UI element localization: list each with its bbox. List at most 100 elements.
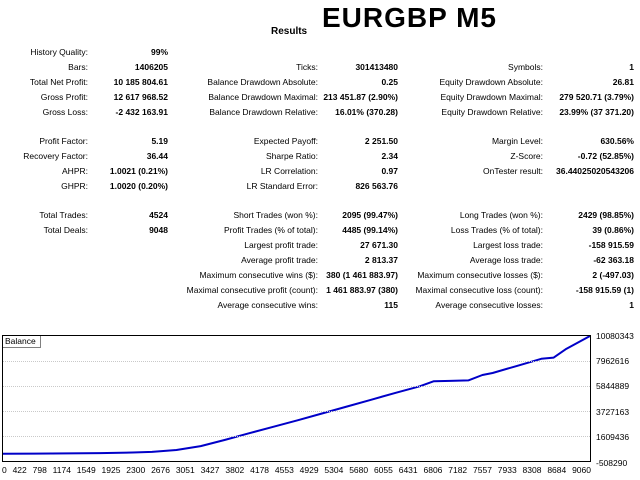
stats-table: History Quality: 99% Bars: 1406205 Ticks: 301… xyxy=(0,44,640,313)
stat-value: 2 (-497.03) xyxy=(592,270,634,280)
stat-value xyxy=(88,298,168,313)
stat-label xyxy=(3,283,88,298)
x-axis-label: 3427 xyxy=(200,465,220,475)
stat-label: Symbols: xyxy=(508,62,543,72)
stat-value: -158 915.59 (1) xyxy=(575,285,634,295)
x-axis-label: 422 xyxy=(12,465,27,475)
stat-label: Expected Payoff: xyxy=(253,136,318,146)
gridline xyxy=(3,361,590,362)
stat-label: LR Standard Error: xyxy=(246,181,318,191)
stat-label: Z-Score: xyxy=(510,151,543,161)
stat-value xyxy=(88,283,168,298)
stat-label: Short Trades (won %): xyxy=(233,210,318,220)
stat-value: 1.0021 (0.21%) xyxy=(109,166,168,176)
stat-label: Profit Factor: xyxy=(39,136,88,146)
stat-label: Gross Profit: xyxy=(40,92,88,102)
stat-label: OnTester result: xyxy=(483,166,543,176)
stats-row: Total Trades: 4524 Short Trades (won %): 20… xyxy=(3,208,637,223)
y-axis-label: 1609436 xyxy=(596,432,630,443)
x-axis-label: 798 xyxy=(32,465,47,475)
stat-label: Maximum consecutive losses ($): xyxy=(417,270,543,280)
x-axis-label: 6431 xyxy=(398,465,418,475)
balance-line xyxy=(3,336,590,455)
stat-value: 2429 (98.85%) xyxy=(578,210,634,220)
stat-value xyxy=(543,45,634,60)
stat-value: 1406205 xyxy=(134,62,168,72)
stat-value xyxy=(88,268,168,283)
x-axis-label: 7933 xyxy=(497,465,517,475)
stat-value: 4485 (99.14%) xyxy=(342,225,398,235)
stat-label: Margin Level: xyxy=(491,136,543,146)
x-axis-label: 7182 xyxy=(448,465,468,475)
stat-value: 2.34 xyxy=(381,151,398,161)
stat-value: 1 xyxy=(629,62,634,72)
y-axis-label: 5844889 xyxy=(596,381,630,392)
y-axis-labels: 10080343 7962616 5844889 3727163 1609436 -508… xyxy=(594,331,638,468)
stat-label xyxy=(168,45,318,60)
x-axis-label: 6806 xyxy=(423,465,443,475)
stat-value: 2 251.50 xyxy=(364,136,398,146)
stat-label: Maximal consecutive loss (count): xyxy=(415,285,543,295)
x-axis-label: 3051 xyxy=(175,465,195,475)
stat-value: 36.44025020543206 xyxy=(556,166,634,176)
stat-label: Total Deals: xyxy=(43,225,88,235)
x-axis-label: 1925 xyxy=(101,465,121,475)
stat-value: 213 451.87 (2.90%) xyxy=(323,92,398,102)
page-title: EURGBP M5 xyxy=(322,2,497,33)
stat-value: 26.81 xyxy=(612,77,634,87)
stats-row: Average profit trade: 2 813.37 Average los… xyxy=(3,253,637,268)
stat-value: 301413480 xyxy=(355,62,398,72)
stat-value: 36.44 xyxy=(146,151,168,161)
stat-label: History Quality: xyxy=(30,47,88,57)
stat-label xyxy=(3,253,88,268)
stats-row: Average consecutive wins: 115 Average cons… xyxy=(3,298,637,313)
stat-label: Maximal consecutive profit (count): xyxy=(186,285,318,295)
stat-value: 1 xyxy=(629,300,634,310)
stat-label: Largest loss trade: xyxy=(473,240,543,250)
stat-label: Balance Drawdown Relative: xyxy=(209,107,318,117)
stat-label xyxy=(3,238,88,253)
stats-row: Largest profit trade: 27 671.30 Largest lo… xyxy=(3,238,637,253)
stat-label: Long Trades (won %): xyxy=(459,210,543,220)
stat-label: Bars: xyxy=(68,62,88,72)
gridline xyxy=(3,411,590,412)
stat-value xyxy=(88,238,168,253)
stat-value: 380 (1 461 883.97) xyxy=(326,270,398,280)
stats-row: Gross Profit: 12 617 968.52 Balance Drawdo… xyxy=(3,90,637,105)
y-axis-label: 10080343 xyxy=(596,330,634,341)
x-axis-label: 0 xyxy=(2,465,7,475)
stat-label: Average profit trade: xyxy=(241,255,318,265)
x-axis-label: 1549 xyxy=(76,465,96,475)
stat-value: 99% xyxy=(150,47,168,57)
x-axis-label: 5304 xyxy=(324,465,344,475)
stat-value: 0.97 xyxy=(381,166,398,176)
stat-value: -2 432 163.91 xyxy=(115,107,168,117)
stat-value: -0.72 (52.85%) xyxy=(577,151,634,161)
x-axis-label: 4929 xyxy=(299,465,319,475)
stat-value xyxy=(543,179,634,194)
x-axis-label: 6055 xyxy=(373,465,393,475)
results-label: Results xyxy=(271,26,308,37)
x-axis-label: 9060 xyxy=(572,465,591,475)
x-axis-label: 4553 xyxy=(274,465,294,475)
stat-label: Equity Drawdown Absolute: xyxy=(439,77,543,87)
x-axis-label: 5680 xyxy=(349,465,369,475)
stat-value: 826 563.76 xyxy=(355,181,398,191)
stat-value xyxy=(88,253,168,268)
stat-value: -158 915.59 xyxy=(588,240,634,250)
stat-value: 1 461 883.97 (380) xyxy=(326,285,398,295)
stat-value: 10 185 804.61 xyxy=(113,77,168,87)
stat-label: Profit Trades (% of total): xyxy=(223,225,318,235)
gridline xyxy=(3,436,590,437)
stat-value: 12 617 968.52 xyxy=(113,92,168,102)
stat-label: Recovery Factor: xyxy=(23,151,88,161)
balance-chart-plot: Balance xyxy=(2,335,591,462)
stat-label: LR Correlation: xyxy=(260,166,318,176)
stat-label: Largest profit trade: xyxy=(244,240,318,250)
stat-label: Maximum consecutive wins ($): xyxy=(199,270,318,280)
stat-label: Average consecutive wins: xyxy=(217,300,318,310)
stat-value: 4524 xyxy=(149,210,168,220)
stat-label: AHPR: xyxy=(62,166,88,176)
stat-label: GHPR: xyxy=(61,181,88,191)
stat-value: 115 xyxy=(384,300,398,310)
